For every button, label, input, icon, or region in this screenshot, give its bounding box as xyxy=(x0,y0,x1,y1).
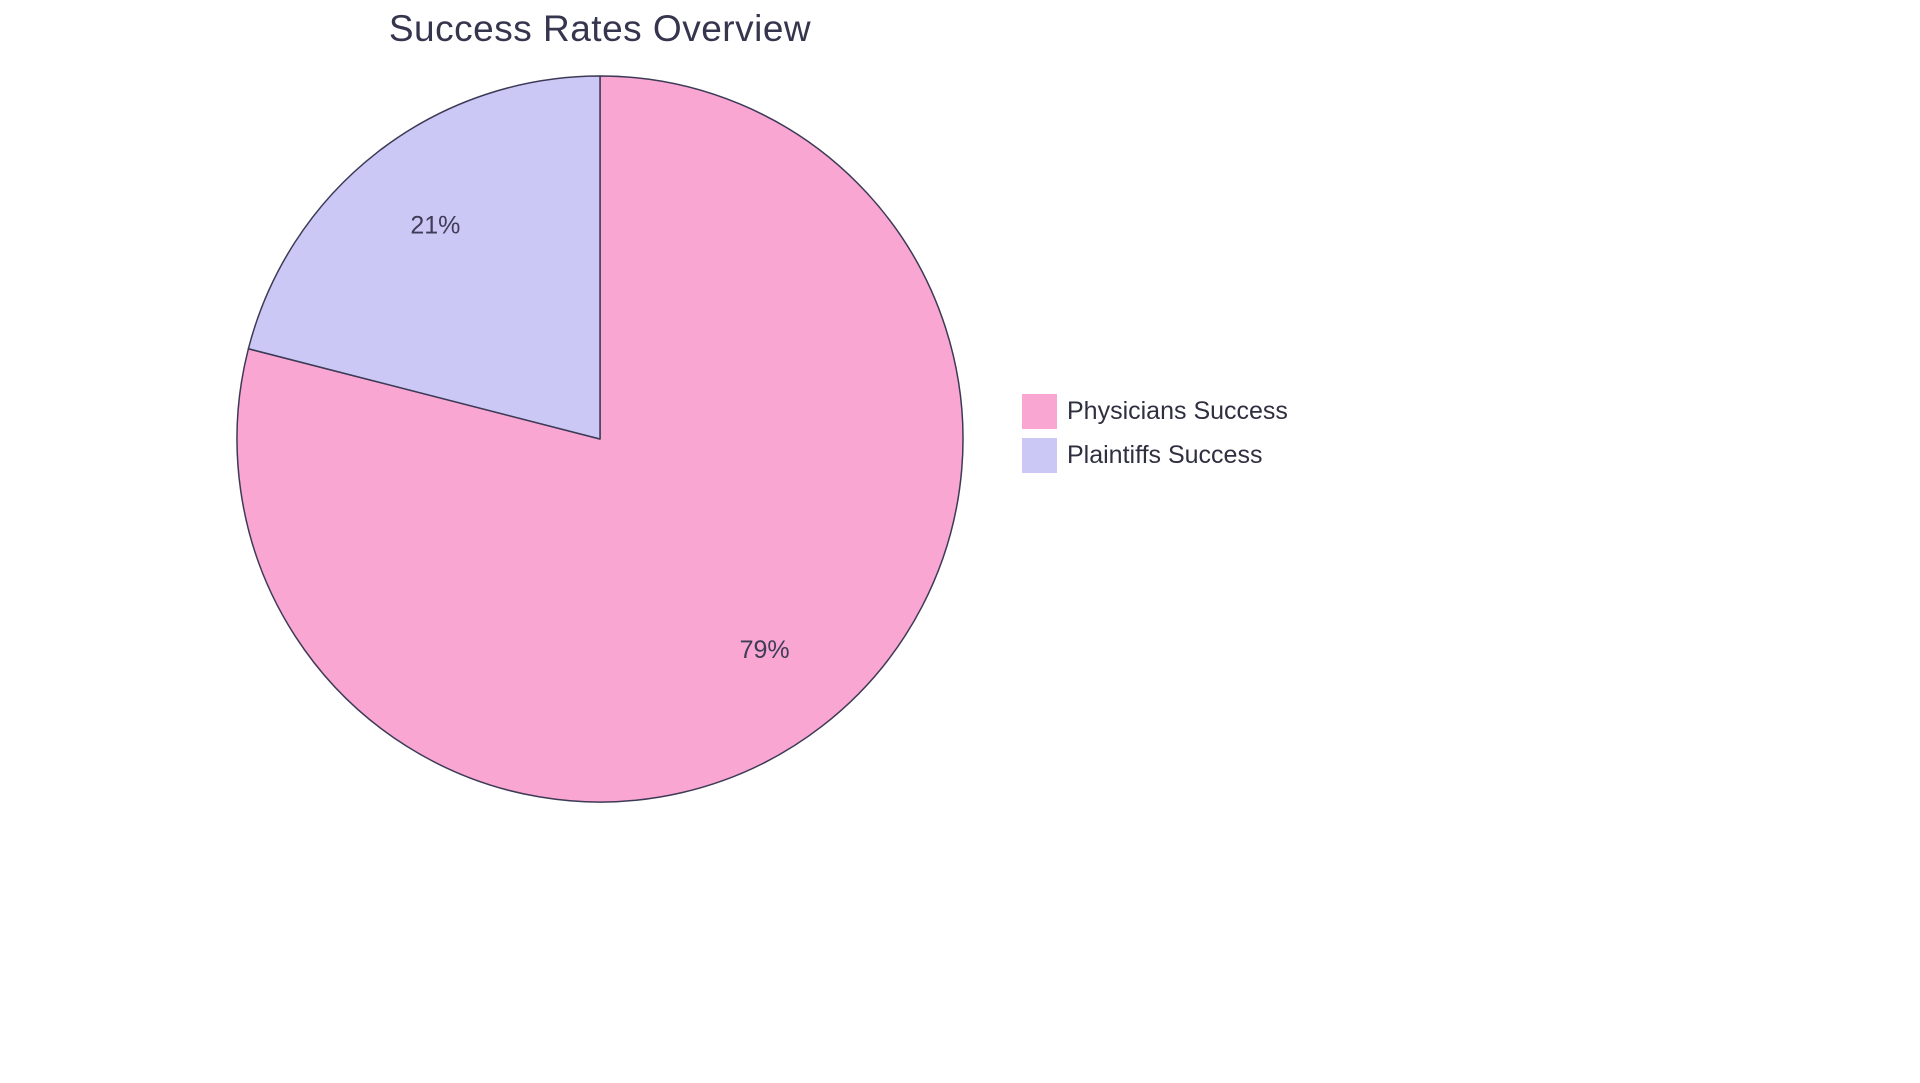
pie-slice-plaintiffs-success xyxy=(247,75,601,440)
legend: Physicians Success Plaintiffs Success xyxy=(1022,394,1288,473)
pie-slices-group: 79% 21% xyxy=(236,75,964,803)
chart-title: Success Rates Overview xyxy=(388,8,812,49)
legend-swatch-physicians-success xyxy=(1022,394,1057,429)
slice-value-label-plaintiffs-success: 21% xyxy=(410,211,460,239)
legend-item-physicians-success[interactable]: Physicians Success xyxy=(1022,394,1288,429)
legend-label-plaintiffs-success: Plaintiffs Success xyxy=(1067,441,1263,469)
slice-value-label-physicians-success: 79% xyxy=(740,636,790,664)
legend-label-physicians-success: Physicians Success xyxy=(1067,397,1288,425)
legend-item-plaintiffs-success[interactable]: Plaintiffs Success xyxy=(1022,438,1288,473)
legend-swatch-plaintiffs-success xyxy=(1022,438,1057,473)
